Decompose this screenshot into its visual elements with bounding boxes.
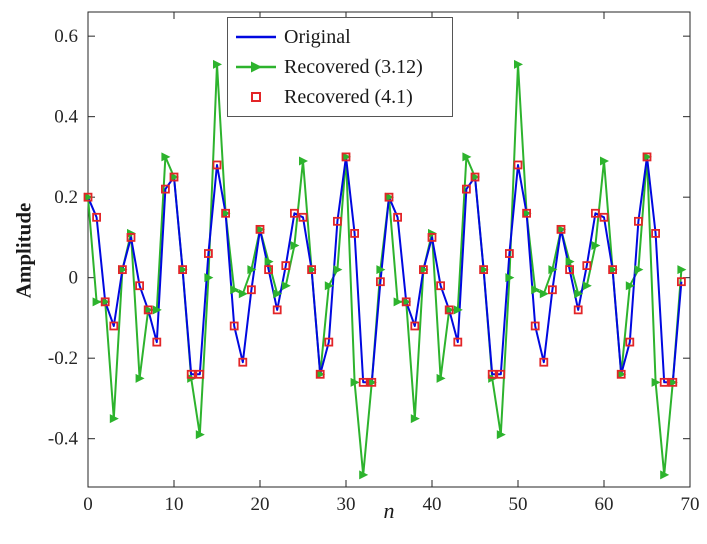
x-tick-label: 30 (337, 494, 356, 515)
legend-sample-line (228, 28, 284, 46)
x-tick-label: 0 (83, 494, 93, 515)
y-tick-label: 0.6 (54, 26, 78, 47)
y-axis-label: Amplitude (11, 202, 36, 299)
legend-item-original: Original (228, 22, 452, 52)
legend-label: Original (284, 26, 351, 48)
y-tick-label: -0.4 (48, 429, 79, 450)
triangle-right-icon (251, 61, 262, 73)
x-tick-label: 50 (509, 494, 528, 515)
y-tick-label: -0.2 (48, 348, 78, 369)
legend-label: Recovered (3.12) (284, 56, 423, 78)
legend-item-recovered-41: Recovered (4.1) (228, 82, 452, 112)
x-tick-label: 60 (595, 494, 614, 515)
legend-label: Recovered (4.1) (284, 86, 413, 108)
legend: Original Recovered (3.12) Recovered (4.1… (227, 17, 453, 117)
series-line-0 (87, 155, 683, 384)
y-tick-label: 0 (69, 268, 79, 289)
y-tick-label: 0.4 (54, 107, 78, 128)
axis-ticks: 0 10 20 30 40 50 60 70 -0.4 -0.2 0 0.2 0.4 0.6 (48, 12, 700, 515)
x-axis-label: n (383, 498, 395, 523)
x-tick-label: 70 (681, 494, 700, 515)
series-markers-2 (83, 152, 686, 387)
axes-box (87, 11, 691, 488)
x-tick-label: 20 (251, 494, 270, 515)
legend-item-recovered-312: Recovered (3.12) (228, 52, 452, 82)
x-tick-label: 40 (423, 494, 442, 515)
legend-sample-square (228, 88, 284, 106)
x-tick-label: 10 (165, 494, 184, 515)
square-marker-icon (251, 92, 261, 102)
series-markers-1 (84, 59, 687, 480)
y-tick-label: 0.2 (54, 187, 78, 208)
legend-sample-line-triangle (228, 58, 284, 76)
